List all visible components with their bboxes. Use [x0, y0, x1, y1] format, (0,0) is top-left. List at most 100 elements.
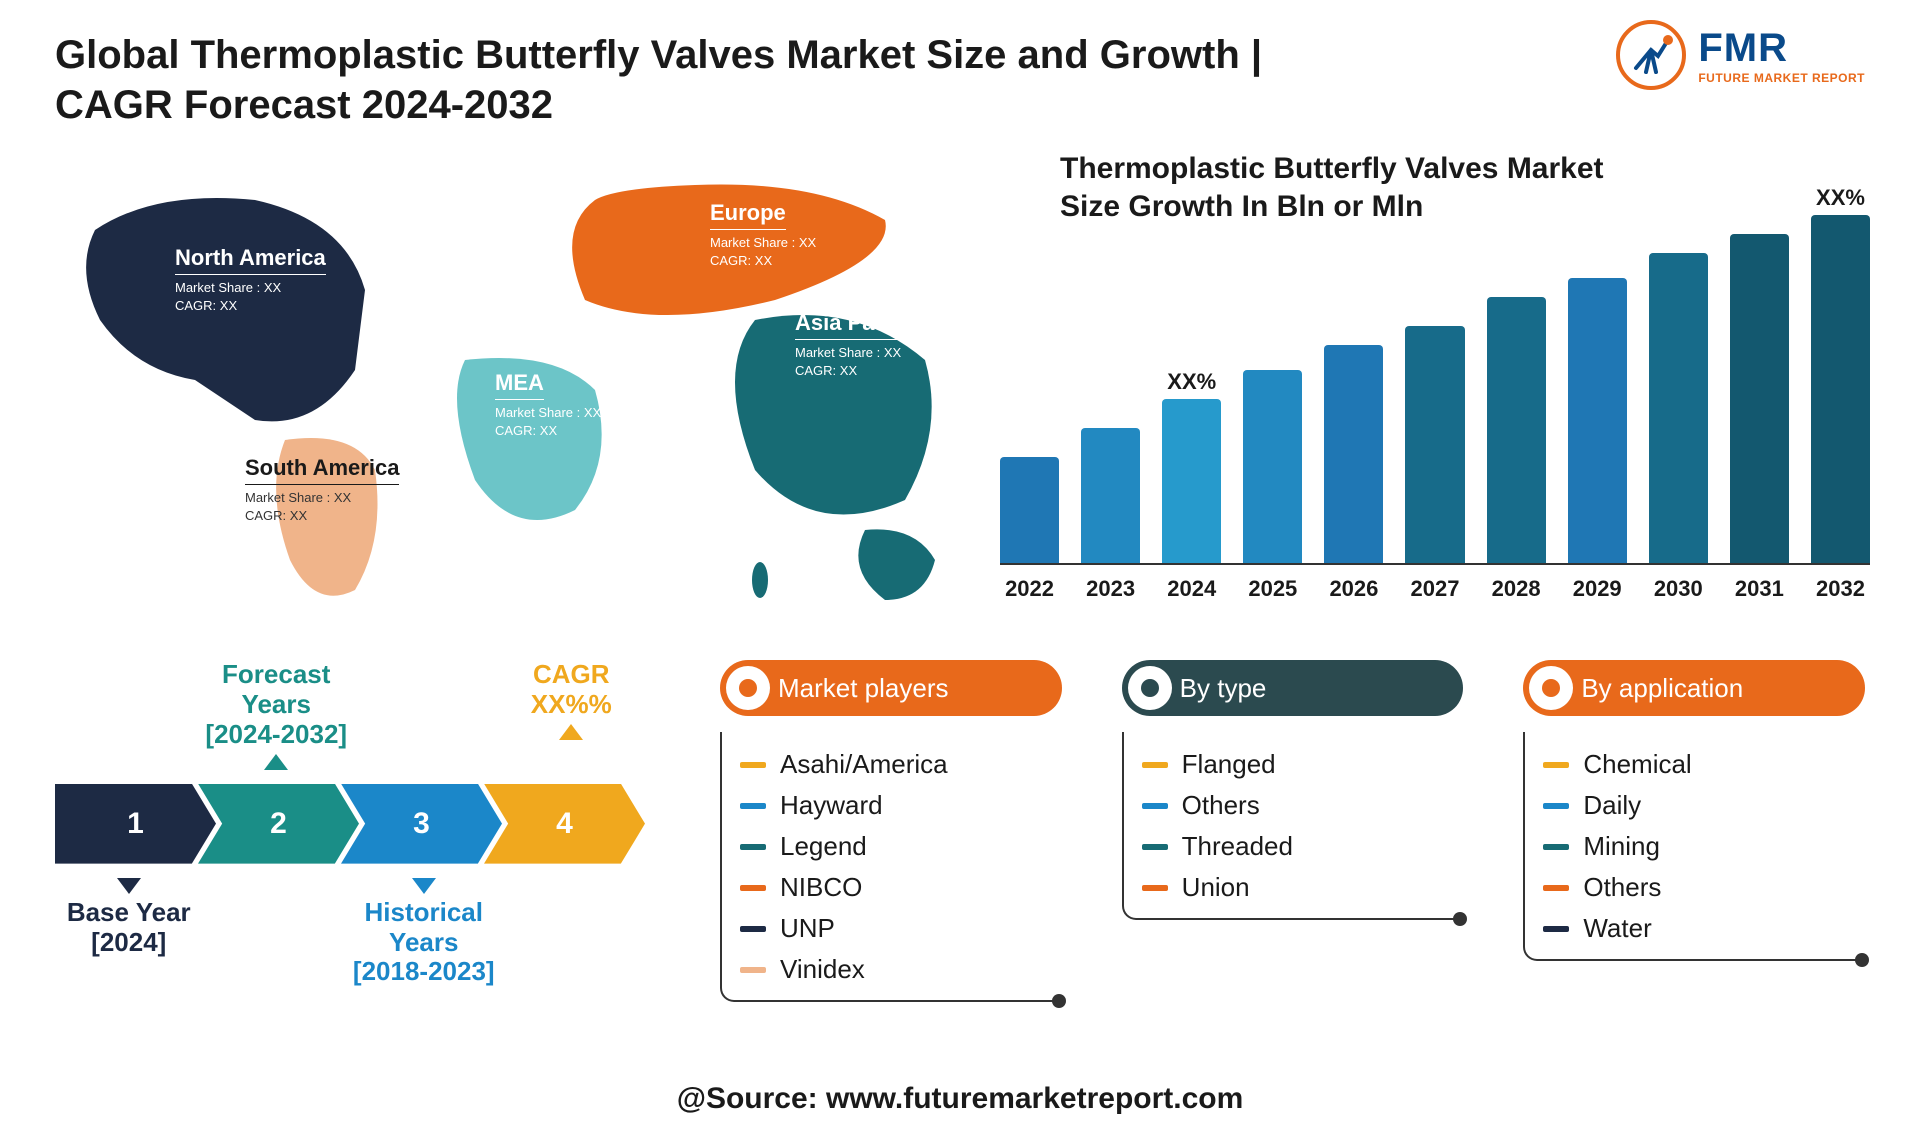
list-item-label: NIBCO: [780, 872, 862, 903]
list-item: Threaded: [1142, 826, 1464, 867]
bar-annotation: XX%: [1167, 369, 1216, 395]
timeline-bottom-cell: Base Year[2024]: [55, 874, 203, 988]
list-item-label: Others: [1583, 872, 1661, 903]
timeline-chevron: 2: [198, 784, 359, 864]
pill-dot-holder: [726, 666, 770, 710]
pill-dot-holder: [1529, 666, 1573, 710]
bar: XX%: [1811, 215, 1870, 563]
region-share: Market Share : XX: [710, 234, 816, 252]
dash-icon: [740, 967, 766, 973]
timeline-top-cell: CAGRXX%%: [498, 660, 646, 774]
pill-dot-holder: [1128, 666, 1172, 710]
bar: [1081, 428, 1140, 563]
triangle-up-icon: [559, 724, 583, 740]
timeline-label: Forecast Years[2024-2032]: [203, 660, 351, 750]
timeline: Forecast Years[2024-2032]CAGRXX%% 1234 B…: [55, 660, 645, 995]
region-cagr: CAGR: XX: [175, 297, 326, 315]
dash-icon: [1543, 803, 1569, 809]
region-label: Asia PacificMarket Share : XXCAGR: XX: [795, 310, 919, 380]
timeline-top-cell: [350, 660, 498, 774]
dash-icon: [1142, 762, 1168, 768]
x-tick-label: 2026: [1324, 570, 1383, 610]
category-column: By applicationChemicalDailyMiningOthersW…: [1523, 660, 1865, 1002]
list-item: Union: [1142, 867, 1464, 908]
list-item: Daily: [1543, 785, 1865, 826]
x-tick-label: 2028: [1487, 570, 1546, 610]
timeline-label: CAGRXX%%: [498, 660, 646, 720]
dash-icon: [740, 885, 766, 891]
brand-logo: FMR FUTURE MARKET REPORT: [1616, 20, 1865, 90]
list-item: Others: [1142, 785, 1464, 826]
category-title: Market players: [778, 673, 949, 704]
list-item: Flanged: [1142, 744, 1464, 785]
category-columns: Market playersAsahi/AmericaHaywardLegend…: [720, 660, 1865, 1002]
timeline-bottom-cell: [203, 874, 351, 988]
region-cagr: CAGR: XX: [245, 507, 399, 525]
region-name: North America: [175, 245, 326, 275]
dash-icon: [1543, 762, 1569, 768]
pill-dot-icon: [1542, 679, 1560, 697]
dash-icon: [1142, 885, 1168, 891]
x-tick-label: 2030: [1649, 570, 1708, 610]
list-item: Vinidex: [740, 949, 1062, 990]
list-item-label: Hayward: [780, 790, 883, 821]
category-column: Market playersAsahi/AmericaHaywardLegend…: [720, 660, 1062, 1002]
list-item-label: Union: [1182, 872, 1250, 903]
category-pill: By type: [1122, 660, 1464, 716]
bar: [1730, 234, 1789, 563]
x-tick-label: 2027: [1405, 570, 1464, 610]
dash-icon: [1543, 926, 1569, 932]
list-item-label: Threaded: [1182, 831, 1293, 862]
list-item-label: Daily: [1583, 790, 1641, 821]
region-share: Market Share : XX: [795, 344, 919, 362]
triangle-down-icon: [117, 878, 141, 894]
list-item-label: Flanged: [1182, 749, 1276, 780]
region-name: MEA: [495, 370, 544, 400]
x-tick-label: 2031: [1730, 570, 1789, 610]
region-name: South America: [245, 455, 399, 485]
timeline-top-labels: Forecast Years[2024-2032] CAGRXX%%: [55, 660, 645, 774]
timeline-bottom-cell: [498, 874, 646, 988]
list-item-label: Legend: [780, 831, 867, 862]
bar-annotation: XX%: [1816, 185, 1865, 211]
dash-icon: [740, 844, 766, 850]
category-title: By type: [1180, 673, 1267, 704]
list-item: Mining: [1543, 826, 1865, 867]
list-item-label: Chemical: [1583, 749, 1691, 780]
timeline-chevron: 1: [55, 784, 216, 864]
region-name: Europe: [710, 200, 786, 230]
triangle-up-icon: [264, 754, 288, 770]
category-pill: By application: [1523, 660, 1865, 716]
timeline-bottom-labels: Base Year[2024] Historical Years[2018-202…: [55, 874, 645, 988]
region-label: South AmericaMarket Share : XXCAGR: XX: [245, 455, 399, 525]
timeline-label: Base Year[2024]: [55, 898, 203, 958]
dash-icon: [1142, 844, 1168, 850]
region-cagr: CAGR: XX: [795, 362, 919, 380]
bars-container: XX% XX%: [1000, 205, 1870, 565]
timeline-top-cell: [55, 660, 203, 774]
category-list: Asahi/AmericaHaywardLegendNIBCOUNPVinide…: [720, 732, 1062, 1002]
list-item-label: Vinidex: [780, 954, 865, 985]
category-list: Flanged Others Threaded Union: [1122, 732, 1464, 920]
x-axis-labels: 2022202320242025202620272028202920302031…: [1000, 570, 1870, 610]
category-pill: Market players: [720, 660, 1062, 716]
x-tick-label: 2024: [1162, 570, 1221, 610]
region-share: Market Share : XX: [175, 279, 326, 297]
timeline-top-cell: Forecast Years[2024-2032]: [203, 660, 351, 774]
category-title: By application: [1581, 673, 1743, 704]
region-label: North America Market Share : XXCAGR: XX: [175, 245, 326, 315]
pill-dot-icon: [1141, 679, 1159, 697]
pill-dot-icon: [739, 679, 757, 697]
timeline-chevron: 4: [484, 784, 645, 864]
dash-icon: [1543, 885, 1569, 891]
region-cagr: CAGR: XX: [495, 422, 601, 440]
source-text: @Source: www.futuremarketreport.com: [0, 1082, 1920, 1116]
timeline-label: Historical Years[2018-2023]: [350, 898, 498, 988]
dash-icon: [1142, 803, 1168, 809]
world-map: North AmericaMarket Share : XXCAGR: XXSo…: [55, 170, 955, 620]
telescope-icon: [1616, 20, 1686, 90]
page-title: Global Thermoplastic Butterfly Valves Ma…: [55, 30, 1305, 130]
bar: [1405, 326, 1464, 563]
header: Global Thermoplastic Butterfly Valves Ma…: [55, 30, 1580, 130]
x-tick-label: 2023: [1081, 570, 1140, 610]
